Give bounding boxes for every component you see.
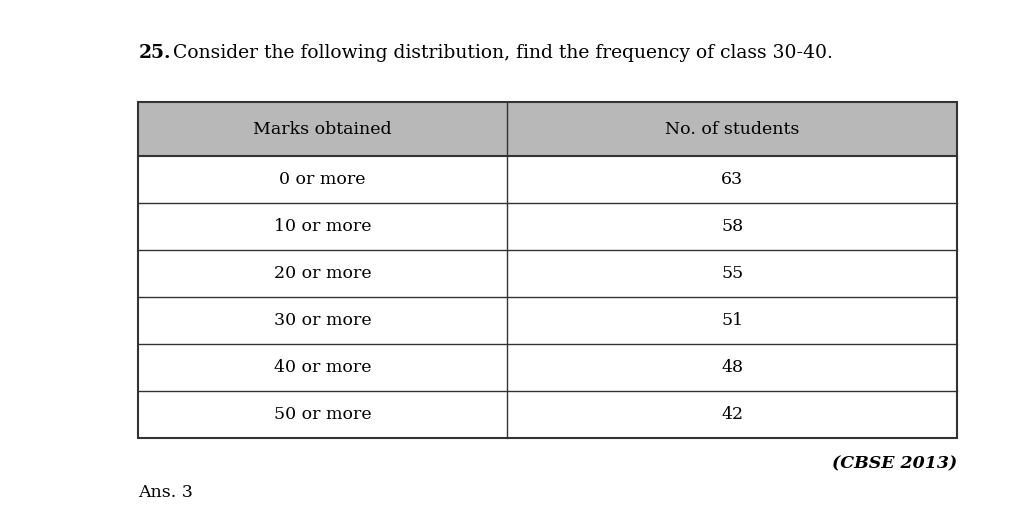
Text: (CBSE 2013): (CBSE 2013) [833, 456, 957, 473]
Text: 58: 58 [721, 218, 743, 235]
Text: 48: 48 [721, 359, 743, 376]
Text: 30 or more: 30 or more [273, 312, 372, 329]
Text: 20 or more: 20 or more [273, 265, 372, 282]
Text: Marks obtained: Marks obtained [253, 121, 392, 138]
Text: 42: 42 [721, 406, 743, 423]
Text: 25.: 25. [138, 44, 171, 61]
Text: Ans. 3: Ans. 3 [138, 484, 194, 501]
Text: Consider the following distribution, find the frequency of class 30-40.: Consider the following distribution, fin… [173, 44, 833, 61]
Text: 50 or more: 50 or more [273, 406, 372, 423]
Text: 63: 63 [721, 172, 743, 188]
Text: 10 or more: 10 or more [273, 218, 372, 235]
Text: 0 or more: 0 or more [280, 172, 366, 188]
Text: No. of students: No. of students [665, 121, 800, 138]
Text: 40 or more: 40 or more [273, 359, 372, 376]
Text: 51: 51 [721, 312, 743, 329]
Text: 55: 55 [721, 265, 743, 282]
